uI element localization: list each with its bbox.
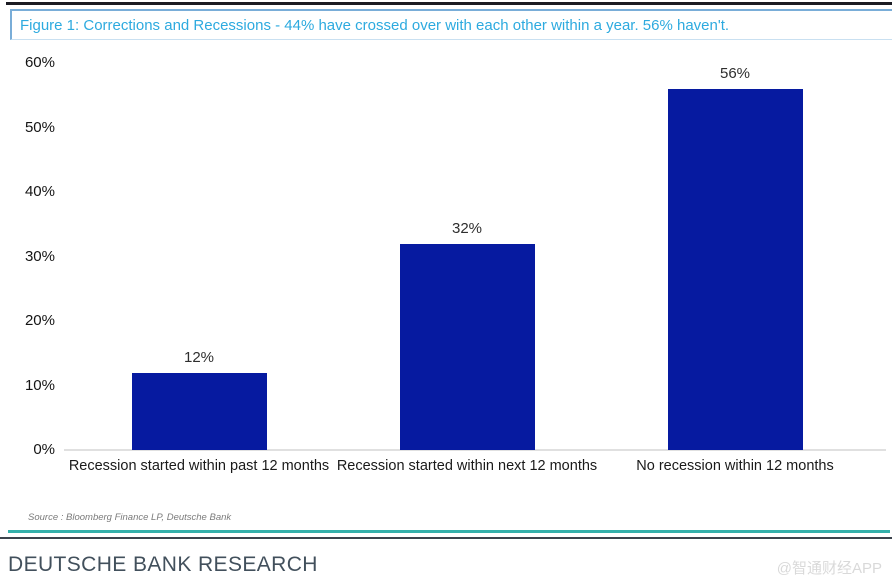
y-tick-label: 30%: [24, 247, 55, 265]
y-tick-label: 0%: [33, 441, 55, 458]
top-border-line: [6, 2, 892, 5]
bar-value-label: 56%: [719, 64, 751, 82]
figure-title: Figure 1: Corrections and Recessions - 4…: [20, 16, 730, 34]
footer-divider-line: [0, 537, 892, 539]
watermark: @智通财经APP: [776, 560, 882, 577]
y-tick-label: 40%: [24, 183, 55, 200]
bar-value-label: 12%: [183, 348, 215, 366]
y-tick-label: 50%: [24, 118, 55, 136]
y-tick-label: 20%: [24, 312, 55, 329]
x-category-label: Recession started within next 12 months: [336, 458, 598, 474]
x-category-label: Recession started within past 12 months: [68, 458, 330, 474]
x-category-label: No recession within 12 months: [636, 458, 834, 474]
bar-value-label: 32%: [451, 219, 483, 237]
figure-title-box: Figure 1: Corrections and Recessions - 4…: [10, 9, 892, 40]
teal-divider-line: [8, 530, 890, 533]
x-axis-baseline: [64, 449, 886, 451]
footer-brand: DEUTSCHE BANK RESEARCH: [8, 553, 318, 576]
source-note: Source : Bloomberg Finance LP, Deutsche …: [28, 512, 232, 523]
chart-bar: [667, 88, 803, 450]
y-tick-label: 60%: [24, 54, 55, 71]
chart-bar: [131, 372, 267, 450]
y-tick-label: 10%: [24, 376, 55, 394]
chart-bar: [399, 243, 535, 450]
